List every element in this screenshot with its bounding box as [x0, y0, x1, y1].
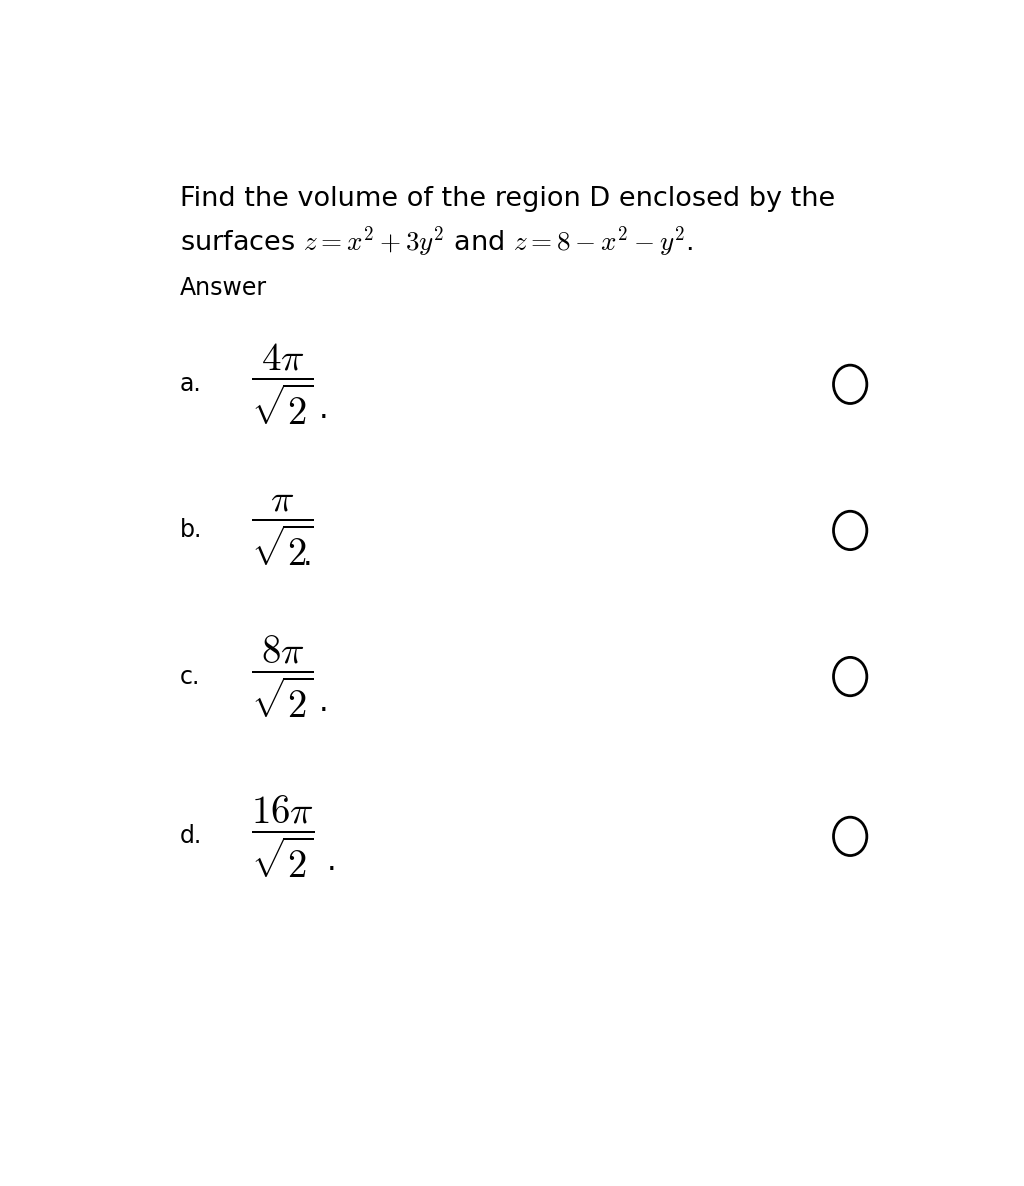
Text: .: .	[303, 542, 312, 570]
Text: .: .	[318, 395, 328, 425]
Text: $\dfrac{4\pi}{\sqrt{2}}$: $\dfrac{4\pi}{\sqrt{2}}$	[251, 342, 314, 427]
Text: $\dfrac{\pi}{\sqrt{2}}$: $\dfrac{\pi}{\sqrt{2}}$	[251, 492, 314, 568]
Text: .: .	[327, 848, 336, 876]
Text: a.: a.	[179, 372, 202, 396]
Text: $\dfrac{16\pi}{\sqrt{2}}$: $\dfrac{16\pi}{\sqrt{2}}$	[251, 793, 314, 880]
Text: d.: d.	[179, 824, 202, 848]
Text: Find the volume of the region D enclosed by the: Find the volume of the region D enclosed…	[179, 186, 835, 212]
Text: surfaces $z = x^2 + 3y^2$ and $z = 8 - x^2 - y^2$.: surfaces $z = x^2 + 3y^2$ and $z = 8 - x…	[179, 224, 692, 260]
Text: .: .	[318, 688, 328, 716]
Text: Answer: Answer	[179, 275, 266, 300]
Text: c.: c.	[179, 664, 200, 689]
Text: b.: b.	[179, 518, 202, 542]
Text: $\dfrac{8\pi}{\sqrt{2}}$: $\dfrac{8\pi}{\sqrt{2}}$	[251, 633, 314, 720]
